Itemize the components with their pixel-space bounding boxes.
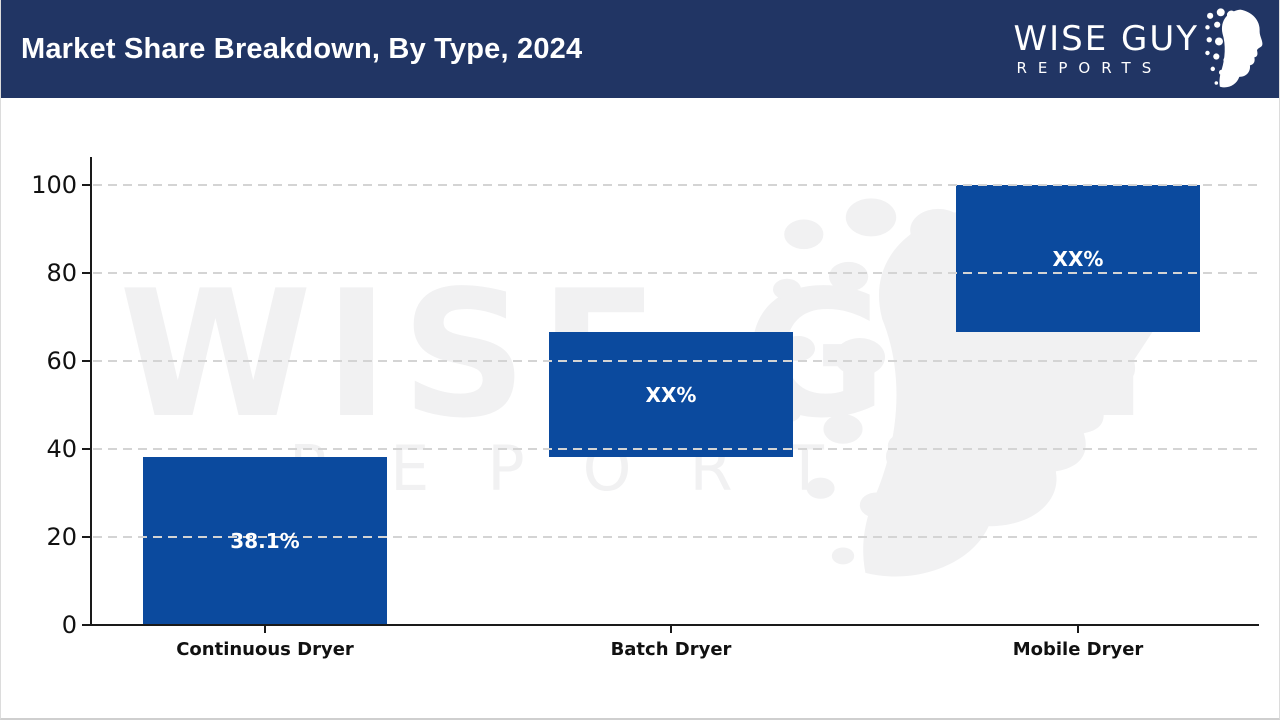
logo-face-icon	[1203, 7, 1265, 91]
x-tick-mark	[670, 626, 672, 633]
logo-text: WISE GUY REPORTS	[1013, 22, 1199, 76]
bar-batch-dryer	[549, 332, 793, 458]
y-tick-mark	[82, 360, 90, 362]
gridline-y-80	[93, 272, 1263, 274]
gridline-y-60	[93, 360, 1263, 362]
logo-subtitle: REPORTS	[1016, 59, 1163, 77]
y-tick-label: 100	[31, 171, 77, 199]
y-tick-label: 60	[46, 347, 77, 375]
gridline-y-100	[93, 184, 1263, 186]
y-tick-label: 20	[46, 523, 77, 551]
x-tick-mark	[1077, 626, 1079, 633]
x-axis-label: Mobile Dryer	[1012, 639, 1144, 660]
y-tick-mark	[82, 536, 90, 538]
gridline-y-20	[93, 536, 1263, 538]
y-tick-mark	[82, 448, 90, 450]
page-title: Market Share Breakdown, By Type, 2024	[21, 32, 583, 65]
wiseguy-logo: WISE GUY REPORTS	[1013, 7, 1265, 91]
y-tick-label: 0	[61, 611, 77, 639]
header-bar: Market Share Breakdown, By Type, 2024 WI…	[1, 0, 1279, 98]
y-axis-line	[90, 157, 92, 626]
x-axis-line	[90, 624, 1259, 626]
bar-mobile-dryer	[956, 185, 1200, 333]
bar-value-label: XX%	[645, 382, 697, 407]
bar-continuous-dryer	[143, 457, 387, 625]
y-tick-mark	[82, 624, 90, 626]
y-tick-mark	[82, 184, 90, 186]
bar-value-label: XX%	[1052, 246, 1104, 271]
x-axis-label: Continuous Dryer	[176, 639, 354, 660]
x-tick-mark	[264, 626, 266, 633]
bar-value-label: 38.1%	[230, 529, 300, 554]
gridline-y-40	[93, 448, 1263, 450]
y-tick-label: 40	[46, 435, 77, 463]
y-tick-label: 80	[46, 259, 77, 287]
logo-wordmark: WISE GUY	[1013, 19, 1199, 59]
y-tick-mark	[82, 272, 90, 274]
x-axis-label: Batch Dryer	[610, 639, 732, 660]
